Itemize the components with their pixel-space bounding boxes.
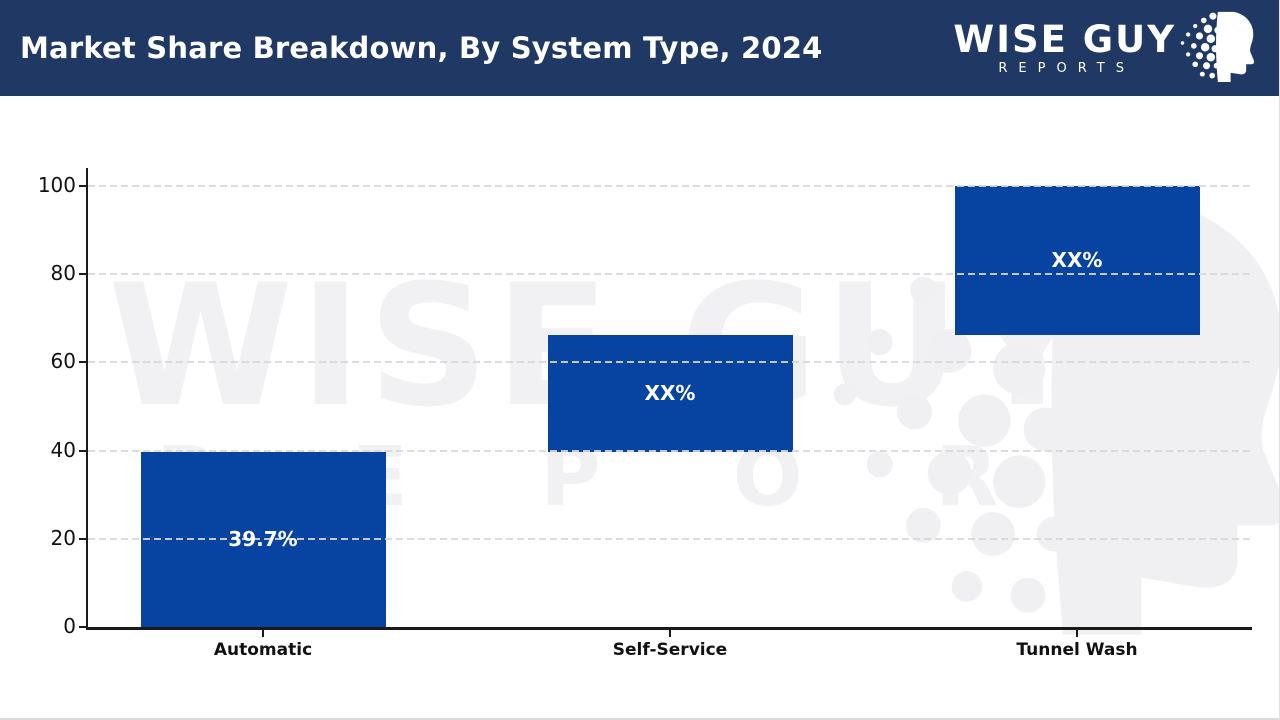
y-tick-60: [79, 361, 86, 364]
y-tick-label-60: 60: [50, 349, 76, 374]
logo-face-icon: [1180, 11, 1255, 82]
x-tick-self-service: [669, 630, 671, 637]
bar-value-label-tunnel-wash: XX%: [1051, 248, 1103, 273]
gridline-100: [88, 185, 1252, 187]
gridline-80: [88, 273, 1252, 276]
y-tick-20: [79, 537, 86, 540]
y-tick-100: [79, 185, 86, 187]
bar-value-label-automatic: 39.7%: [228, 527, 298, 552]
bar-self-service: [547, 334, 793, 452]
y-tick-label-40: 40: [50, 437, 76, 462]
logo-subtitle: REPORTS: [998, 60, 1135, 76]
bar-value-label-self-service: XX%: [644, 381, 696, 406]
y-tick-0: [79, 626, 86, 628]
gridline-20: [88, 537, 1252, 540]
x-category-label-automatic: Automatic: [213, 640, 313, 660]
y-tick-label-80: 80: [50, 261, 76, 286]
y-tick-label-100: 100: [37, 173, 76, 197]
y-tick-40: [79, 449, 86, 452]
y-tick-label-20: 20: [50, 525, 76, 550]
x-category-label-self-service: Self-Service: [612, 640, 728, 660]
header: Market Share Breakdown, By System Type, …: [0, 0, 1279, 96]
y-axis-line: [86, 168, 88, 629]
wise-guy-logo: WISE GUY REPORTS: [953, 7, 1266, 89]
x-tick-tunnel-wash: [1076, 630, 1078, 637]
gridline-40: [88, 449, 1252, 452]
y-tick-label-0: 0: [63, 614, 76, 638]
bar-tunnel-wash: [954, 186, 1200, 335]
logo-wordmark: WISE GUY: [953, 17, 1176, 61]
logo-text: WISE GUY REPORTS: [953, 21, 1176, 76]
x-axis-line: [86, 627, 1252, 630]
gridline-60: [88, 361, 1252, 364]
x-category-label-tunnel-wash: Tunnel Wash: [1016, 640, 1138, 660]
page-title: Market Share Breakdown, By System Type, …: [20, 31, 823, 65]
y-tick-80: [79, 273, 86, 276]
x-tick-automatic: [262, 630, 264, 637]
